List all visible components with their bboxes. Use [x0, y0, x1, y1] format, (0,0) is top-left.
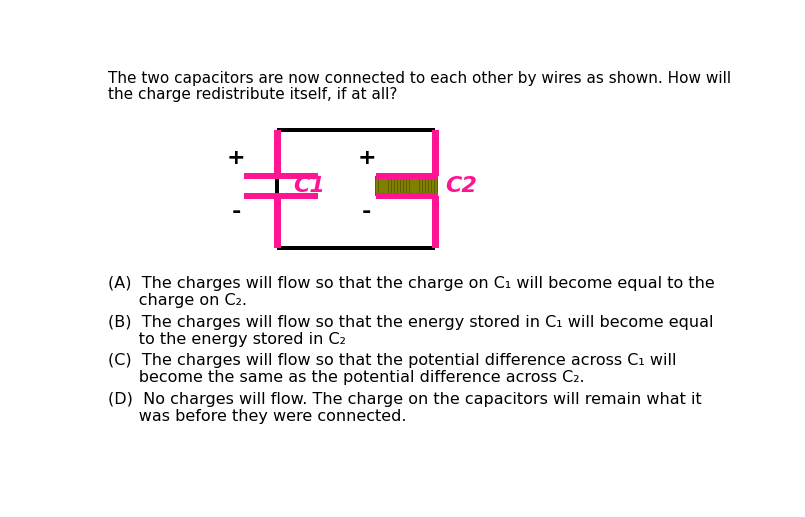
Text: (C)  The charges will flow so that the potential difference across C₁ will: (C) The charges will flow so that the po…: [109, 353, 677, 368]
Text: -: -: [232, 202, 241, 222]
Bar: [376, 176, 438, 196]
Text: the charge redistribute itself, if at all?: the charge redistribute itself, if at al…: [109, 87, 398, 102]
Bar: [433, 130, 437, 248]
Text: The two capacitors are now connected to each other by wires as shown. How will: The two capacitors are now connected to …: [109, 71, 732, 86]
Text: C2: C2: [445, 176, 477, 196]
Text: charge on C₂.: charge on C₂.: [109, 293, 247, 308]
Bar: [274, 130, 281, 176]
Bar: [278, 247, 436, 250]
Bar: [274, 196, 281, 248]
Text: (D)  No charges will flow. The charge on the capacitors will remain what it: (D) No charges will flow. The charge on …: [109, 391, 702, 406]
Bar: [278, 128, 436, 132]
Bar: [376, 192, 438, 200]
Text: -: -: [361, 202, 371, 222]
Text: was before they were connected.: was before they were connected.: [109, 408, 407, 423]
Text: become the same as the potential difference across C₂.: become the same as the potential differe…: [109, 370, 585, 385]
Text: +: +: [357, 148, 376, 169]
Bar: [376, 173, 438, 179]
Text: C1: C1: [293, 176, 325, 196]
Bar: [275, 130, 279, 248]
Text: (B)  The charges will flow so that the energy stored in C₁ will become equal: (B) The charges will flow so that the en…: [109, 315, 714, 330]
Bar: [244, 192, 318, 200]
Text: +: +: [227, 148, 246, 169]
Text: (A)  The charges will flow so that the charge on C₁ will become equal to the: (A) The charges will flow so that the ch…: [109, 276, 715, 291]
Text: to the energy stored in C₂: to the energy stored in C₂: [109, 331, 346, 346]
Bar: [432, 130, 439, 176]
Bar: [432, 196, 439, 248]
Bar: [244, 173, 318, 179]
